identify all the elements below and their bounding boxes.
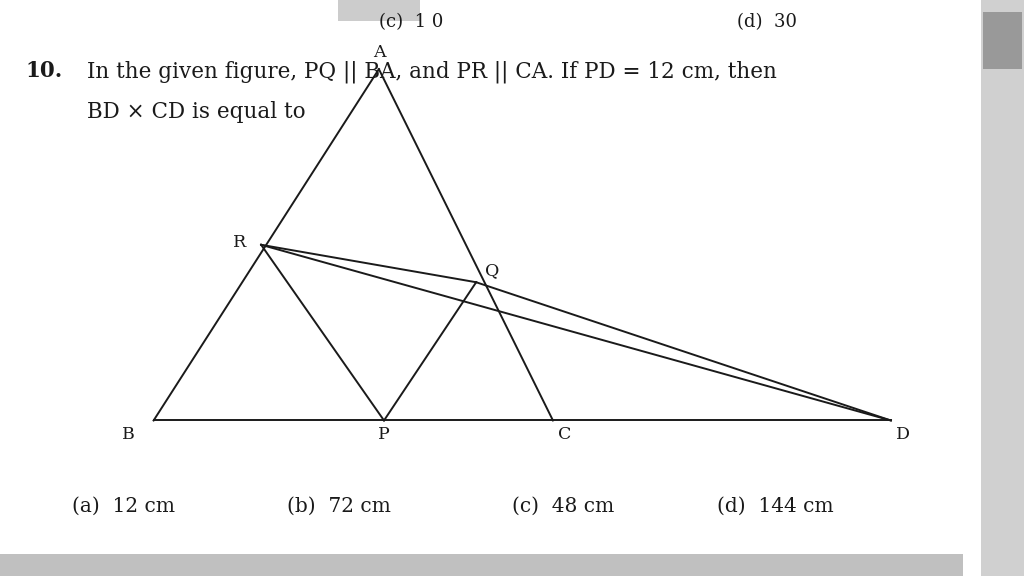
FancyBboxPatch shape xyxy=(0,554,963,576)
Text: C: C xyxy=(558,426,571,443)
Text: D: D xyxy=(896,426,910,443)
FancyBboxPatch shape xyxy=(981,0,1024,576)
Text: (b)  72 cm: (b) 72 cm xyxy=(287,497,390,516)
Text: In the given figure, PQ || BA, and PR || CA. If PD = 12 cm, then: In the given figure, PQ || BA, and PR ||… xyxy=(87,60,777,83)
FancyBboxPatch shape xyxy=(983,12,1022,69)
Text: (c)  1 0: (c) 1 0 xyxy=(379,13,443,31)
Text: R: R xyxy=(233,234,247,251)
Text: (d)  30: (d) 30 xyxy=(737,13,798,31)
FancyBboxPatch shape xyxy=(338,0,420,21)
Text: (c)  48 cm: (c) 48 cm xyxy=(512,497,614,516)
Text: (d)  144 cm: (d) 144 cm xyxy=(717,497,834,516)
Text: B: B xyxy=(123,426,135,443)
Text: 10.: 10. xyxy=(26,60,62,82)
Text: Q: Q xyxy=(485,262,500,279)
Text: BD × CD is equal to: BD × CD is equal to xyxy=(87,101,306,123)
Text: (a)  12 cm: (a) 12 cm xyxy=(72,497,175,516)
Text: A: A xyxy=(373,44,385,61)
Text: P: P xyxy=(378,426,390,443)
